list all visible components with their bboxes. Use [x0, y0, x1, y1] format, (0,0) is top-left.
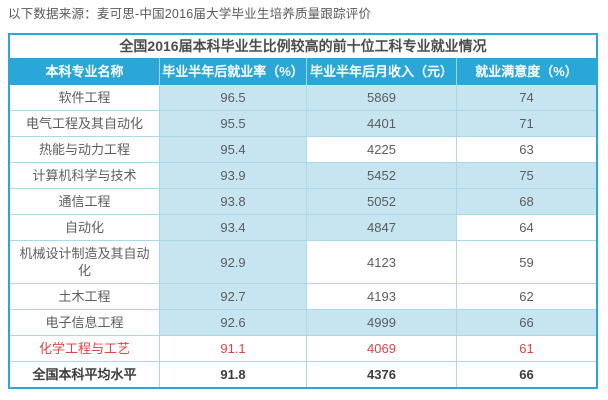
table-body: 软件工程 96.5 5869 74 电气工程及其自动化 95.5 4401 71… — [10, 85, 596, 387]
cell-major-name: 通信工程 — [10, 189, 160, 214]
cell-employment-rate: 95.4 — [160, 137, 307, 162]
cell-job-satisfaction: 63 — [457, 137, 596, 162]
table-row: 通信工程 93.8 5052 68 — [10, 188, 596, 214]
cell-employment-rate: 93.9 — [160, 163, 307, 188]
cell-major-name: 土木工程 — [10, 284, 160, 309]
cell-monthly-income: 4847 — [307, 215, 457, 240]
table-row: 化学工程与工艺 91.1 4069 61 — [10, 335, 596, 361]
cell-monthly-income: 4401 — [307, 111, 457, 136]
table-row: 电气工程及其自动化 95.5 4401 71 — [10, 110, 596, 136]
cell-job-satisfaction: 59 — [457, 241, 596, 283]
cell-monthly-income: 4123 — [307, 241, 457, 283]
table-row: 热能与动力工程 95.4 4225 63 — [10, 136, 596, 162]
cell-employment-rate: 93.8 — [160, 189, 307, 214]
cell-job-satisfaction: 61 — [457, 336, 596, 361]
page: 以下数据来源：麦可思-中国2016届大学毕业生培养质量跟踪评价 全国2016届本… — [8, 7, 598, 389]
cell-job-satisfaction: 68 — [457, 189, 596, 214]
cell-major-name: 化学工程与工艺 — [10, 336, 160, 361]
cell-job-satisfaction: 75 — [457, 163, 596, 188]
cell-monthly-income: 4999 — [307, 310, 457, 335]
cell-monthly-income: 4225 — [307, 137, 457, 162]
cell-monthly-income: 5052 — [307, 189, 457, 214]
header-employment-rate: 毕业半年后就业率（%） — [160, 58, 307, 85]
cell-major-name: 计算机科学与技术 — [10, 163, 160, 188]
cell-major-name: 软件工程 — [10, 85, 160, 110]
table-title: 全国2016届本科毕业生比例较高的前十位工科专业就业情况 — [10, 35, 596, 58]
cell-major-name: 热能与动力工程 — [10, 137, 160, 162]
cell-major-name: 电子信息工程 — [10, 310, 160, 335]
table-header-row: 本科专业名称 毕业半年后就业率（%） 毕业半年后月收入（元） 就业满意度（%） — [10, 58, 596, 85]
cell-monthly-income: 4193 — [307, 284, 457, 309]
cell-employment-rate: 93.4 — [160, 215, 307, 240]
cell-employment-rate: 91.8 — [160, 362, 307, 387]
cell-monthly-income: 4376 — [307, 362, 457, 387]
header-job-satisfaction: 就业满意度（%） — [475, 64, 578, 79]
header-major-name: 本科专业名称 — [10, 58, 160, 85]
cell-monthly-income: 5452 — [307, 163, 457, 188]
cell-employment-rate: 95.5 — [160, 111, 307, 136]
table-row: 计算机科学与技术 93.9 5452 75 — [10, 162, 596, 188]
cell-employment-rate: 92.6 — [160, 310, 307, 335]
cell-major-name: 全国本科平均水平 — [10, 362, 160, 387]
cell-major-name: 机械设计制造及其自动化 — [10, 241, 160, 283]
cell-employment-rate: 92.7 — [160, 284, 307, 309]
cell-monthly-income: 5869 — [307, 85, 457, 110]
cell-major-name: 电气工程及其自动化 — [10, 111, 160, 136]
source-note: 以下数据来源：麦可思-中国2016届大学毕业生培养质量跟踪评价 — [8, 7, 372, 21]
cell-major-name: 自动化 — [10, 215, 160, 240]
table-row: 土木工程 92.7 4193 62 — [10, 283, 596, 309]
cell-employment-rate: 96.5 — [160, 85, 307, 110]
cell-job-satisfaction: 66 — [457, 362, 596, 387]
table-row: 机械设计制造及其自动化 92.9 4123 59 — [10, 240, 596, 283]
cell-job-satisfaction: 71 — [457, 111, 596, 136]
table-row: 电子信息工程 92.6 4999 66 — [10, 309, 596, 335]
employment-table: 全国2016届本科毕业生比例较高的前十位工科专业就业情况 本科专业名称 毕业半年… — [8, 33, 598, 389]
table-row: 自动化 93.4 4847 64 — [10, 214, 596, 240]
cell-employment-rate: 92.9 — [160, 241, 307, 283]
cell-job-satisfaction: 74 — [457, 85, 596, 110]
cell-job-satisfaction: 66 — [457, 310, 596, 335]
cell-monthly-income: 4069 — [307, 336, 457, 361]
table-row: 软件工程 96.5 5869 74 — [10, 85, 596, 110]
cell-job-satisfaction: 64 — [457, 215, 596, 240]
cell-job-satisfaction: 62 — [457, 284, 596, 309]
cell-employment-rate: 91.1 — [160, 336, 307, 361]
header-monthly-income: 毕业半年后月收入（元） — [307, 58, 457, 85]
table-row: 全国本科平均水平 91.8 4376 66 — [10, 361, 596, 387]
